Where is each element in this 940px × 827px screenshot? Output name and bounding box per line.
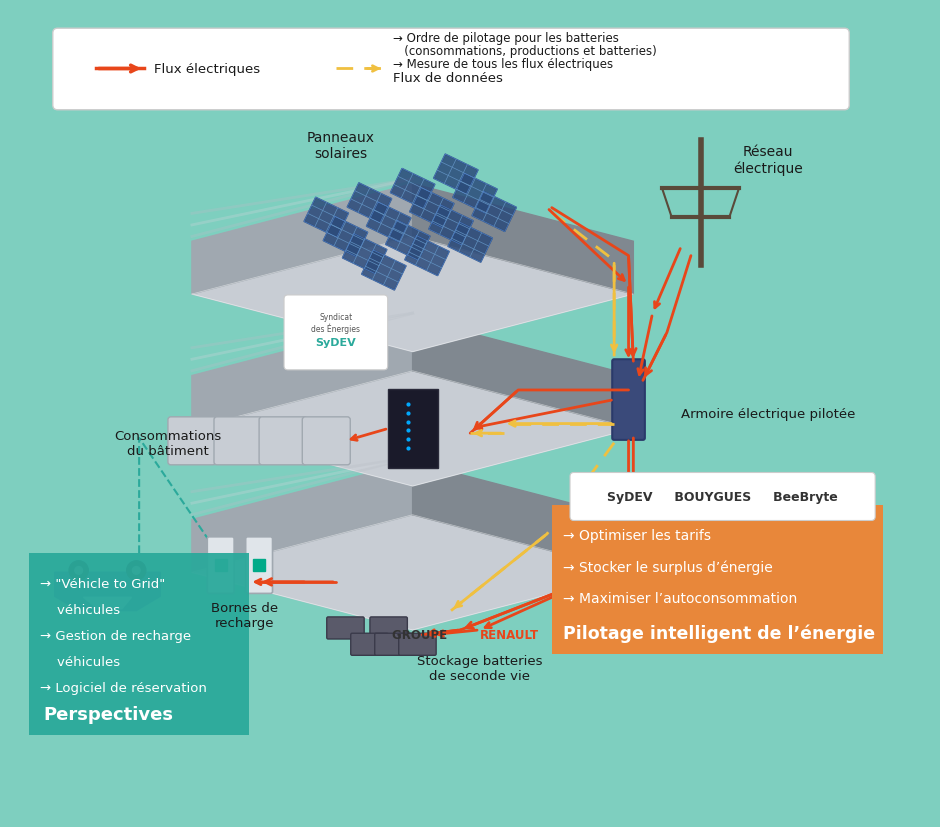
- FancyBboxPatch shape: [245, 538, 273, 594]
- Polygon shape: [192, 515, 634, 630]
- Text: Syndicat
des Énergies: Syndicat des Énergies: [311, 313, 360, 334]
- FancyBboxPatch shape: [399, 633, 436, 656]
- Polygon shape: [192, 237, 634, 352]
- Text: GROUPE: GROUPE: [392, 628, 451, 641]
- FancyBboxPatch shape: [29, 553, 249, 735]
- Text: véhicules: véhicules: [40, 604, 120, 616]
- Text: Panneaux
solaires: Panneaux solaires: [306, 131, 375, 161]
- Polygon shape: [192, 184, 413, 294]
- FancyBboxPatch shape: [259, 418, 307, 466]
- Text: → "Véhicle to Grid": → "Véhicle to Grid": [40, 577, 165, 590]
- Circle shape: [75, 566, 83, 575]
- Polygon shape: [448, 223, 493, 263]
- Text: → Optimiser les tarifs: → Optimiser les tarifs: [563, 528, 712, 543]
- Polygon shape: [390, 170, 435, 209]
- Polygon shape: [367, 203, 411, 243]
- Text: SyDEV     BOUYGUES     BeeBryte: SyDEV BOUYGUES BeeBryte: [607, 490, 838, 504]
- Text: Perspectives: Perspectives: [43, 705, 173, 724]
- FancyBboxPatch shape: [375, 633, 412, 656]
- Text: → Ordre de pilotage pour les batteries: → Ordre de pilotage pour les batteries: [394, 32, 619, 45]
- FancyBboxPatch shape: [570, 473, 875, 521]
- Polygon shape: [413, 318, 634, 429]
- Text: Réseau
électrique: Réseau électrique: [733, 145, 803, 176]
- Text: Flux de données: Flux de données: [394, 72, 503, 84]
- Text: Pilotage intelligent de l’énergie: Pilotage intelligent de l’énergie: [563, 624, 875, 643]
- FancyBboxPatch shape: [612, 360, 645, 440]
- Polygon shape: [192, 462, 413, 572]
- Text: SyDEV: SyDEV: [316, 337, 356, 347]
- FancyBboxPatch shape: [53, 29, 849, 111]
- FancyBboxPatch shape: [370, 617, 407, 639]
- Text: Stockage batteries
de seconde vie: Stockage batteries de seconde vie: [417, 654, 542, 682]
- Polygon shape: [385, 221, 431, 261]
- Polygon shape: [304, 198, 349, 238]
- FancyBboxPatch shape: [284, 295, 387, 370]
- FancyBboxPatch shape: [168, 418, 216, 466]
- FancyBboxPatch shape: [208, 538, 234, 594]
- Circle shape: [70, 561, 88, 581]
- Polygon shape: [192, 318, 413, 429]
- Text: Armoire électrique pilotée: Armoire électrique pilotée: [681, 408, 854, 421]
- Polygon shape: [429, 206, 473, 246]
- Polygon shape: [413, 184, 634, 294]
- Polygon shape: [362, 251, 406, 291]
- Polygon shape: [342, 234, 387, 275]
- FancyBboxPatch shape: [351, 633, 388, 656]
- FancyBboxPatch shape: [552, 505, 883, 654]
- Text: → Stocker le surplus d’énergie: → Stocker le surplus d’énergie: [563, 560, 773, 574]
- Polygon shape: [192, 371, 634, 486]
- Polygon shape: [413, 462, 634, 572]
- Text: → Maximiser l’autoconsommation: → Maximiser l’autoconsommation: [563, 591, 797, 605]
- Polygon shape: [84, 598, 132, 609]
- Text: → Logiciel de réservation: → Logiciel de réservation: [40, 681, 207, 694]
- Text: Bornes de
recharge: Bornes de recharge: [212, 602, 278, 629]
- Polygon shape: [405, 237, 449, 276]
- Polygon shape: [410, 189, 454, 228]
- Polygon shape: [472, 192, 516, 232]
- FancyBboxPatch shape: [303, 418, 351, 466]
- Text: Flux électriques: Flux électriques: [153, 63, 259, 76]
- Text: véhicules: véhicules: [40, 655, 120, 668]
- Circle shape: [133, 566, 140, 575]
- FancyBboxPatch shape: [214, 418, 262, 466]
- Circle shape: [127, 561, 146, 581]
- Polygon shape: [323, 218, 368, 257]
- Polygon shape: [453, 174, 497, 214]
- FancyBboxPatch shape: [387, 390, 438, 468]
- Text: → Mesure de tous les flux électriques: → Mesure de tous les flux électriques: [394, 58, 614, 71]
- FancyBboxPatch shape: [327, 617, 364, 639]
- Text: RENAULT: RENAULT: [479, 628, 539, 641]
- Text: Consommations
du bâtiment: Consommations du bâtiment: [115, 429, 222, 457]
- Text: (consommations, productions et batteries): (consommations, productions et batteries…: [394, 45, 657, 58]
- Polygon shape: [347, 184, 392, 223]
- Text: → Gestion de recharge: → Gestion de recharge: [40, 629, 192, 643]
- Polygon shape: [55, 572, 160, 611]
- Polygon shape: [433, 155, 478, 195]
